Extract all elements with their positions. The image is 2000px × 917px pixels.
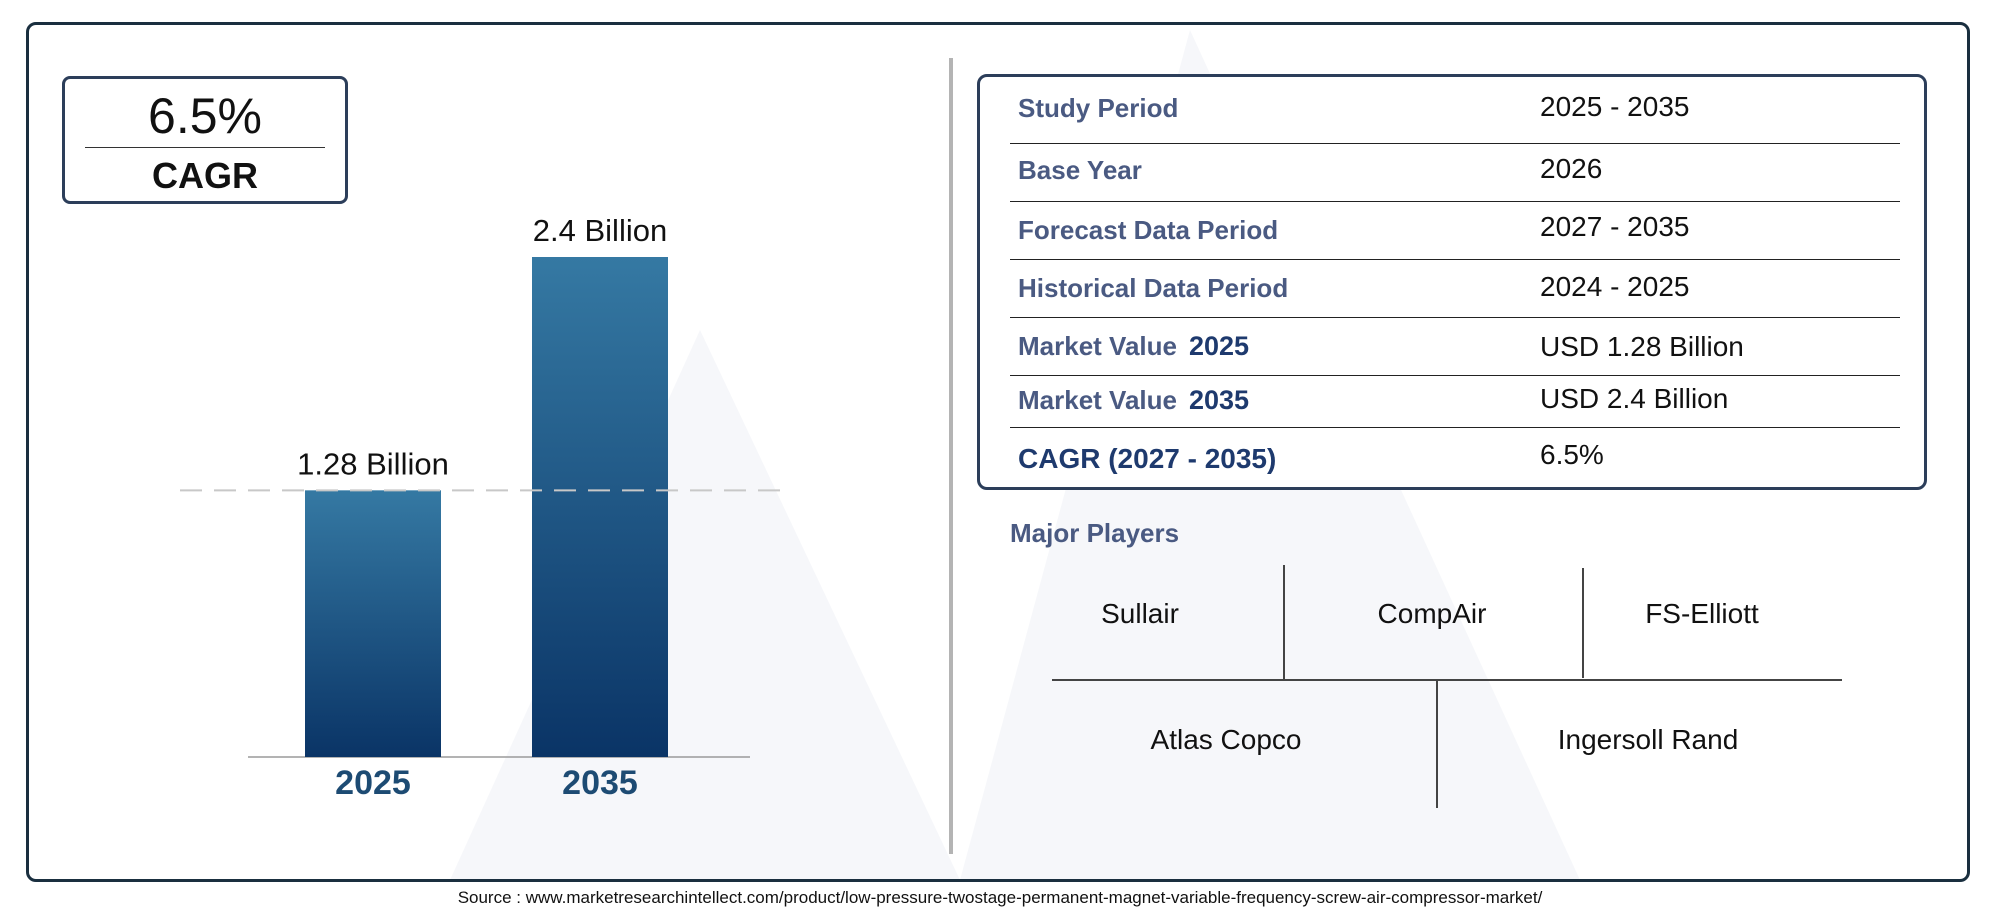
info-row-historical-period: Historical Data Period 2024 - 2025 <box>1010 259 1900 318</box>
market-bar-chart: 1.28 Billion 2025 2.4 Billion 2035 <box>180 213 790 802</box>
info-label: Market Value 2025 <box>1018 331 1249 362</box>
vertical-divider <box>949 58 953 854</box>
info-label-year: 2035 <box>1188 385 1250 415</box>
cagr-value: 6.5% <box>148 88 262 144</box>
players-divider <box>1436 680 1438 808</box>
players-divider <box>1052 679 1842 681</box>
player-sullair: Sullair <box>1101 598 1179 629</box>
data-label-2025: 1.28 Billion <box>297 446 449 481</box>
info-value: 2027 - 2035 <box>1540 211 1690 242</box>
info-label: Base Year <box>1018 155 1142 185</box>
players-divider <box>1582 568 1584 678</box>
player-ingersoll-rand: Ingersoll Rand <box>1557 724 1739 755</box>
source-note: Source : www.marketresearchintellect.com… <box>457 888 1543 907</box>
info-row-cagr: CAGR (2027 - 2035) 6.5% <box>1010 427 1900 487</box>
cagr-label: CAGR <box>152 155 258 196</box>
info-value: 2024 - 2025 <box>1540 271 1690 302</box>
info-row-study-period: Study Period 2025 - 2035 <box>1010 77 1900 144</box>
cagr-box: 6.5% CAGR <box>62 76 348 204</box>
info-value: 6.5% <box>1540 439 1604 470</box>
player-compair: CompAir <box>1377 598 1487 629</box>
bar-2025 <box>305 490 441 757</box>
data-label-2035: 2.4 Billion <box>533 213 667 248</box>
info-row-market-value-2025: Market Value 2025 USD 1.28 Billion <box>1010 317 1900 376</box>
x-tick-2025: 2025 <box>335 764 411 802</box>
info-value: 2025 - 2035 <box>1540 91 1690 122</box>
info-label: Study Period <box>1018 93 1179 123</box>
major-players-title: Major Players <box>1010 518 1180 548</box>
info-label-text: Market Value <box>1018 385 1177 415</box>
info-label: Market Value 2035 <box>1018 385 1249 416</box>
info-row-market-value-2035: Market Value 2035 USD 2.4 Billion <box>1010 375 1900 428</box>
info-label-year: 2025 <box>1188 331 1250 361</box>
info-label: Forecast Data Period <box>1018 215 1279 245</box>
info-value: 2026 <box>1540 153 1603 184</box>
info-row-forecast-period: Forecast Data Period 2027 - 2035 <box>1010 201 1900 260</box>
info-row-base-year: Base Year 2026 <box>1010 143 1900 202</box>
outer-frame <box>26 22 1970 882</box>
info-label-text: Market Value <box>1018 331 1177 361</box>
x-tick-2035: 2035 <box>562 764 638 802</box>
info-label: Historical Data Period <box>1018 273 1289 303</box>
bar-2035 <box>532 257 668 757</box>
players-divider <box>1283 565 1285 679</box>
report-info-table: Study Period 2025 - 2035 Base Year 2026 … <box>977 74 1927 490</box>
cagr-divider <box>85 147 325 148</box>
info-label: CAGR (2027 - 2035) <box>1018 443 1277 474</box>
player-fs-elliott: FS-Elliott <box>1645 598 1759 629</box>
info-value: USD 1.28 Billion <box>1540 331 1744 362</box>
player-atlas-copco: Atlas Copco <box>1150 724 1302 755</box>
info-value: USD 2.4 Billion <box>1540 383 1729 414</box>
